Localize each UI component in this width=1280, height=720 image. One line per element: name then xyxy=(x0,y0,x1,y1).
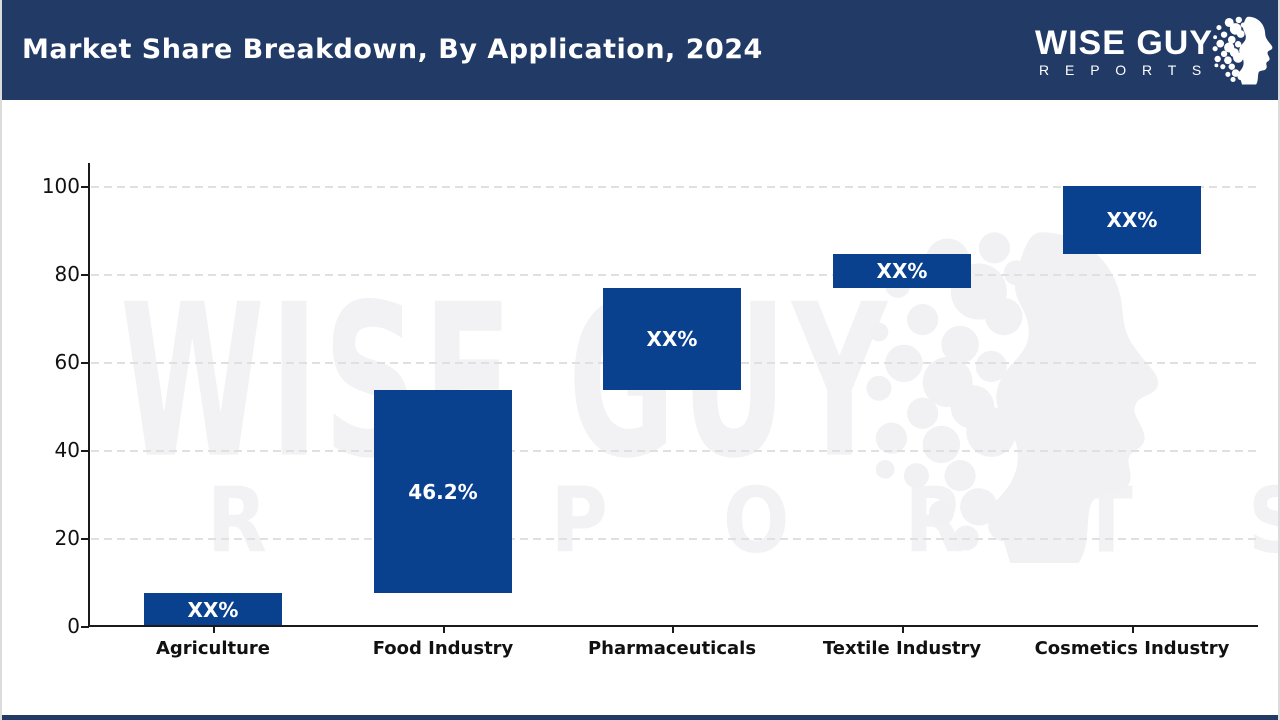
header-bar: Market Share Breakdown, By Application, … xyxy=(2,0,1278,100)
y-tick-label: 80 xyxy=(54,262,80,286)
bar-value-label: XX% xyxy=(876,259,928,283)
x-category-label: Food Industry xyxy=(372,638,514,659)
x-category-label: Pharmaceuticals xyxy=(587,638,757,659)
y-tick-label: 40 xyxy=(54,438,80,462)
bar-value-label: XX% xyxy=(646,327,698,351)
bar-cosmetics-industry: XX% xyxy=(1063,186,1201,254)
bar-value-label: 46.2% xyxy=(408,479,478,504)
y-tick-mark xyxy=(81,186,89,188)
brand-head-icon xyxy=(1210,8,1274,92)
bar-value-label: XX% xyxy=(187,597,239,622)
bar-food-industry: 46.2% xyxy=(374,390,512,593)
y-axis-line xyxy=(88,163,90,627)
brand-logo-wordmark: WISE GUY xyxy=(1035,24,1214,62)
bar-textile-industry: XX% xyxy=(833,254,971,288)
x-category-label: Agriculture xyxy=(155,638,271,659)
chart-plot-area: 0 20 40 60 80 100 XX% 46.2% XX% XX% XX% … xyxy=(2,100,1278,716)
gridline-40 xyxy=(91,450,1258,452)
brand-logo: WISE GUY R E P O R T S xyxy=(1035,0,1270,100)
footer-accent-strip xyxy=(2,715,1278,720)
x-tick-mark xyxy=(672,627,674,633)
bar-pharmaceuticals: XX% xyxy=(603,288,741,390)
x-category-label: Textile Industry xyxy=(822,638,982,659)
y-tick-label: 100 xyxy=(41,174,80,198)
y-tick-mark xyxy=(81,538,89,540)
y-tick-mark xyxy=(81,626,89,628)
y-tick-mark xyxy=(81,450,89,452)
bar-value-label: XX% xyxy=(1106,208,1158,232)
page-title: Market Share Breakdown, By Application, … xyxy=(22,34,763,65)
x-tick-mark xyxy=(902,627,904,633)
y-tick-label: 20 xyxy=(54,526,80,550)
y-tick-label: 60 xyxy=(54,350,80,374)
gridline-100 xyxy=(91,186,1258,188)
x-tick-mark xyxy=(213,627,215,633)
y-tick-mark xyxy=(81,274,89,276)
x-axis-line xyxy=(88,625,1258,627)
x-tick-mark xyxy=(1132,627,1134,633)
x-tick-mark xyxy=(443,627,445,633)
x-category-label: Cosmetics Industry xyxy=(1034,638,1230,659)
y-tick-mark xyxy=(81,362,89,364)
bar-agriculture: XX% xyxy=(144,593,282,626)
gridline-80 xyxy=(91,274,1258,276)
brand-logo-subtext: R E P O R T S xyxy=(1039,62,1208,78)
gridline-20 xyxy=(91,538,1258,540)
y-tick-label: 0 xyxy=(67,614,80,638)
